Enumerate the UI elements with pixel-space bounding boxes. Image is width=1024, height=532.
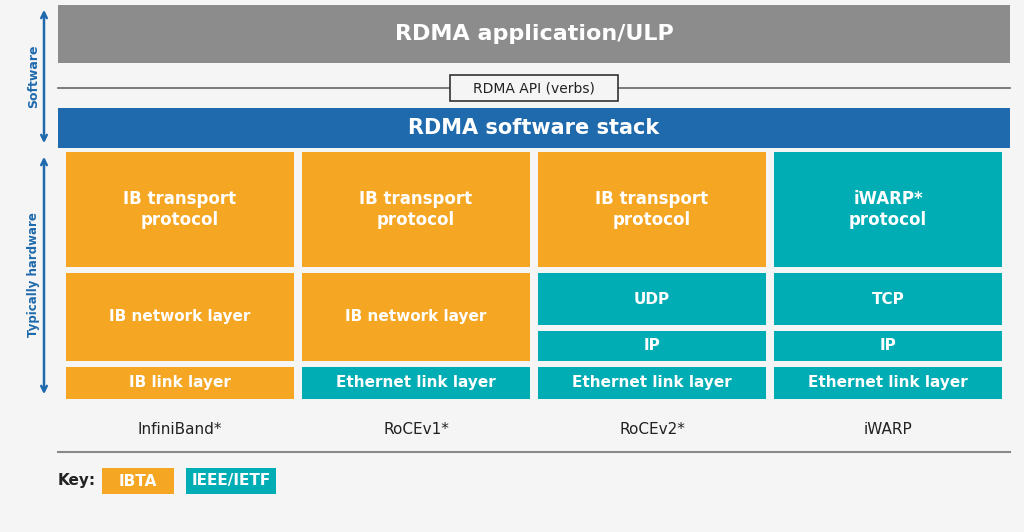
FancyBboxPatch shape xyxy=(66,367,294,399)
Text: RoCEv1*: RoCEv1* xyxy=(383,422,449,437)
Text: IBTA: IBTA xyxy=(119,473,158,488)
Text: IP: IP xyxy=(644,338,660,353)
FancyBboxPatch shape xyxy=(66,152,294,267)
Text: RDMA API (verbs): RDMA API (verbs) xyxy=(473,81,595,95)
FancyBboxPatch shape xyxy=(774,273,1002,325)
Text: IB transport
protocol: IB transport protocol xyxy=(124,190,237,229)
Text: Typically hardware: Typically hardware xyxy=(28,212,41,337)
Text: iWARP*
protocol: iWARP* protocol xyxy=(849,190,927,229)
Text: IB transport
protocol: IB transport protocol xyxy=(359,190,472,229)
FancyBboxPatch shape xyxy=(774,331,1002,361)
Text: TCP: TCP xyxy=(871,292,904,306)
FancyBboxPatch shape xyxy=(302,273,530,361)
Text: IP: IP xyxy=(880,338,896,353)
Text: Ethernet link layer: Ethernet link layer xyxy=(572,376,732,390)
FancyBboxPatch shape xyxy=(66,273,294,361)
FancyBboxPatch shape xyxy=(186,468,276,494)
Text: Ethernet link layer: Ethernet link layer xyxy=(336,376,496,390)
FancyBboxPatch shape xyxy=(58,5,1010,63)
FancyBboxPatch shape xyxy=(102,468,174,494)
Text: Software: Software xyxy=(28,45,41,108)
Text: IEEE/IETF: IEEE/IETF xyxy=(191,473,270,488)
Text: RoCEv2*: RoCEv2* xyxy=(620,422,685,437)
Text: RDMA application/ULP: RDMA application/ULP xyxy=(394,24,674,44)
Text: IB network layer: IB network layer xyxy=(110,310,251,325)
FancyBboxPatch shape xyxy=(774,152,1002,267)
Text: iWARP: iWARP xyxy=(863,422,912,437)
FancyBboxPatch shape xyxy=(538,367,766,399)
FancyBboxPatch shape xyxy=(774,367,1002,399)
FancyBboxPatch shape xyxy=(538,152,766,267)
FancyBboxPatch shape xyxy=(302,152,530,267)
FancyBboxPatch shape xyxy=(58,108,1010,148)
Text: Key:: Key: xyxy=(58,473,96,488)
FancyBboxPatch shape xyxy=(538,273,766,325)
Text: IB transport
protocol: IB transport protocol xyxy=(595,190,709,229)
FancyBboxPatch shape xyxy=(302,367,530,399)
Text: IB network layer: IB network layer xyxy=(345,310,486,325)
FancyBboxPatch shape xyxy=(538,331,766,361)
Text: IB link layer: IB link layer xyxy=(129,376,231,390)
Text: InfiniBand*: InfiniBand* xyxy=(138,422,222,437)
Text: UDP: UDP xyxy=(634,292,670,306)
Text: RDMA software stack: RDMA software stack xyxy=(409,118,659,138)
Text: Ethernet link layer: Ethernet link layer xyxy=(808,376,968,390)
FancyBboxPatch shape xyxy=(450,75,618,101)
